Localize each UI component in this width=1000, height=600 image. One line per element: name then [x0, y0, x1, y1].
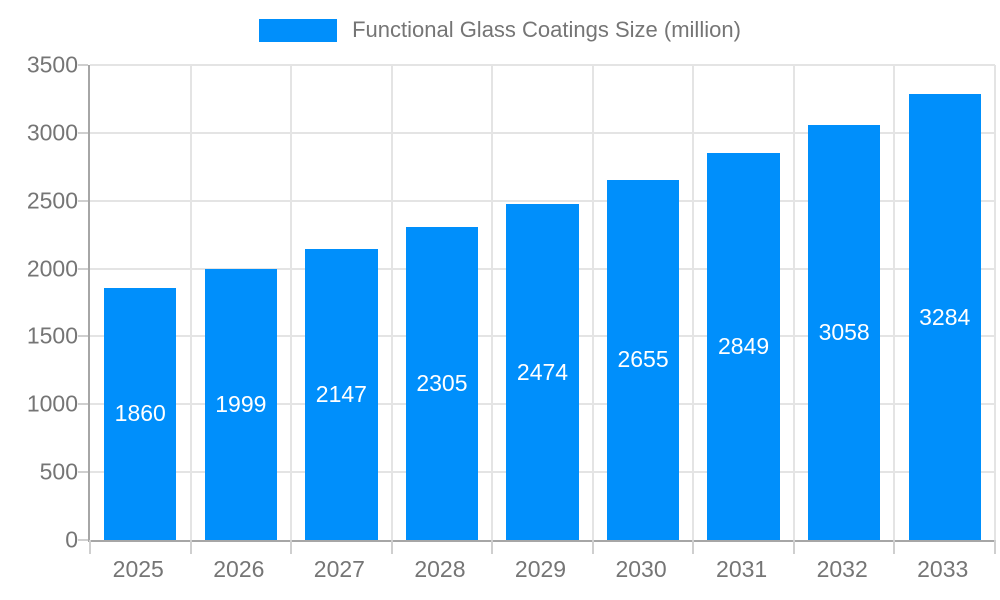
y-axis-tick-label: 1500	[26, 322, 78, 349]
bar[interactable]: 3058	[807, 125, 881, 540]
gridline-vertical	[893, 65, 896, 540]
bar-value-label: 2849	[718, 333, 770, 360]
x-axis-tick	[591, 540, 594, 554]
y-axis-tick	[78, 199, 88, 202]
plot-area: 1860 1999 2147 2305 2474 2655 2849 3058 3284	[78, 64, 996, 554]
y-axis-tick	[78, 471, 88, 474]
y-axis-tick-label: 1000	[26, 390, 78, 417]
bar[interactable]: 2655	[606, 179, 680, 540]
bar[interactable]: 3284	[908, 94, 981, 540]
x-axis-tick	[290, 540, 293, 554]
x-axis-labels: 2025 2026 2027 2028 2029 2030 2031 2032 2033	[88, 556, 993, 586]
gridline-vertical	[491, 65, 494, 540]
y-axis-tick-label: 500	[39, 458, 78, 485]
bar[interactable]: 1999	[204, 268, 278, 540]
y-axis-tick-label: 3500	[26, 51, 78, 78]
legend-swatch-icon	[259, 18, 338, 42]
gridline-horizontal	[90, 199, 995, 202]
y-axis-tick-label: 0	[65, 526, 78, 553]
bar-value-label: 2655	[617, 346, 669, 373]
x-axis-category-label: 2032	[816, 556, 868, 582]
x-axis-category-label: 2033	[917, 556, 969, 582]
gridline-horizontal	[90, 131, 995, 134]
x-axis-tick	[893, 540, 896, 554]
x-axis-tick	[89, 540, 91, 554]
bar-value-label: 2305	[416, 370, 468, 397]
y-axis-tick	[78, 335, 88, 338]
x-axis-category-label: 2030	[615, 556, 667, 582]
x-axis-category-label: 2029	[514, 556, 567, 582]
y-axis-tick-label: 2500	[26, 187, 78, 214]
legend-label: Functional Glass Coatings Size (million)	[352, 17, 741, 42]
x-axis-category-label: 2026	[213, 556, 265, 582]
bar[interactable]: 2147	[305, 248, 378, 540]
y-axis-tick	[78, 131, 88, 134]
x-axis-tick	[792, 540, 795, 554]
y-axis-labels: 0 500 1000 1500 2000 2500 3000 3500	[0, 52, 78, 553]
bar-value-label: 2474	[516, 358, 569, 385]
gridline-vertical	[290, 65, 293, 540]
gridline-horizontal	[90, 64, 995, 66]
x-axis-category-label: 2027	[313, 556, 365, 582]
bar[interactable]: 2305	[405, 227, 479, 540]
x-axis-tick	[491, 540, 494, 554]
x-axis-tick	[692, 540, 695, 554]
bar-value-label: 3058	[818, 319, 870, 345]
x-axis-tick	[994, 540, 996, 554]
gridline-vertical	[189, 65, 192, 540]
y-axis-tick	[78, 403, 88, 406]
x-axis-tick	[390, 540, 393, 554]
bar[interactable]: 2849	[707, 153, 780, 540]
y-axis-tick	[78, 539, 88, 541]
bar[interactable]: 1860	[104, 287, 177, 540]
gridline-vertical	[591, 65, 594, 540]
x-axis-category-label: 2028	[414, 556, 466, 582]
y-axis-tick	[78, 64, 88, 66]
bar-value-label: 1860	[114, 400, 166, 427]
bar-value-label: 2147	[315, 380, 367, 407]
x-axis-category-label: 2025	[112, 556, 164, 582]
bar[interactable]: 2474	[506, 204, 579, 540]
gridline-vertical	[692, 65, 695, 540]
x-axis-category-label: 2031	[716, 556, 768, 582]
bar-value-label: 3284	[919, 303, 971, 330]
x-axis-tick	[189, 540, 192, 554]
gridline-vertical	[994, 65, 996, 540]
y-axis-tick-label: 3000	[26, 119, 78, 146]
y-axis-tick	[78, 267, 88, 270]
legend[interactable]: Functional Glass Coatings Size (million)	[0, 17, 1000, 43]
bar-value-label: 1999	[215, 390, 267, 417]
y-axis-tick-label: 2000	[26, 255, 78, 282]
gridline-vertical	[792, 65, 795, 540]
gridline-vertical	[390, 65, 393, 540]
